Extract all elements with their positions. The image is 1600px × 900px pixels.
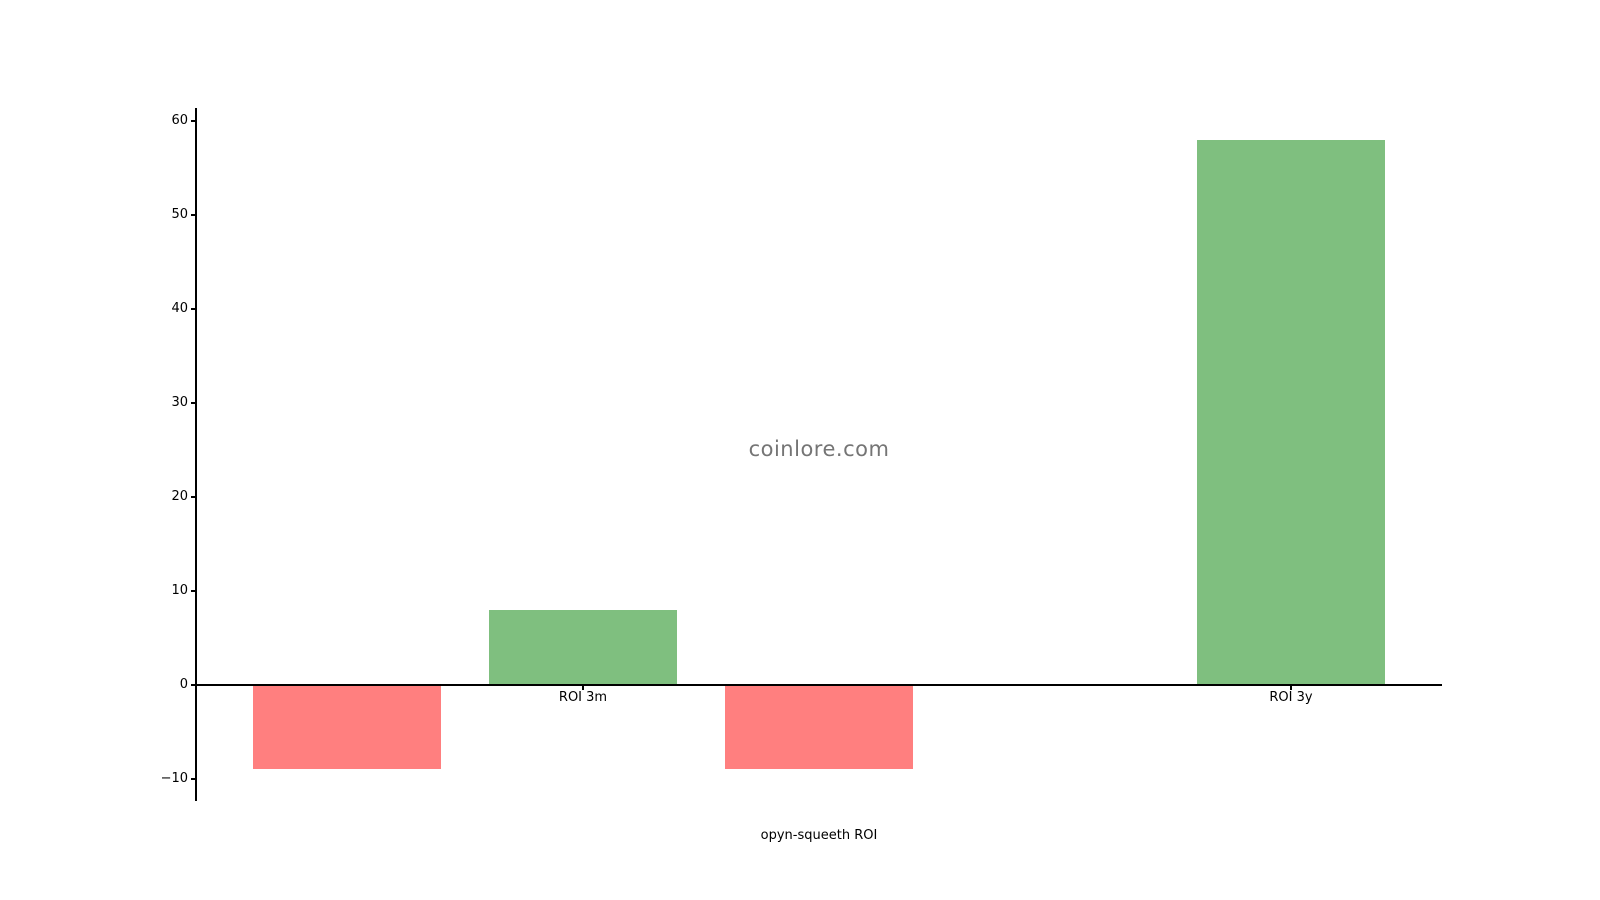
y-tick-label: 0	[179, 676, 188, 692]
y-tick-label: −10	[160, 770, 188, 786]
y-tick-mark	[191, 401, 195, 404]
y-axis-spine	[195, 108, 197, 801]
x-tick-mark	[1290, 685, 1292, 690]
x-tick-label-roi-3y: ROI 3y	[1269, 689, 1313, 705]
bar-slot-2	[724, 684, 914, 770]
y-tick-label: 50	[171, 206, 188, 222]
y-tick-mark	[191, 307, 195, 310]
y-tick-mark	[191, 683, 195, 686]
y-tick-label: 20	[171, 488, 188, 504]
y-tick-label: 10	[171, 582, 188, 598]
y-tick-mark	[191, 495, 195, 498]
x-axis-title: opyn-squeeth ROI	[760, 828, 878, 843]
x-axis-zero-line	[196, 683, 1442, 686]
y-tick-mark	[191, 589, 195, 592]
y-tick-label: 30	[171, 394, 188, 410]
watermark: coinlore.com	[748, 437, 890, 461]
bar-roi-3y	[1196, 139, 1386, 685]
y-tick-mark	[191, 213, 195, 216]
y-tick-label: 40	[171, 300, 188, 316]
y-tick-mark	[191, 777, 195, 780]
x-tick-label-roi-3m: ROI 3m	[558, 689, 608, 705]
y-tick-mark	[191, 119, 195, 122]
y-tick-label: 60	[171, 112, 188, 128]
x-tick-mark	[582, 685, 584, 690]
bar-roi-3m	[488, 609, 678, 685]
bar-slot-0	[252, 684, 442, 770]
